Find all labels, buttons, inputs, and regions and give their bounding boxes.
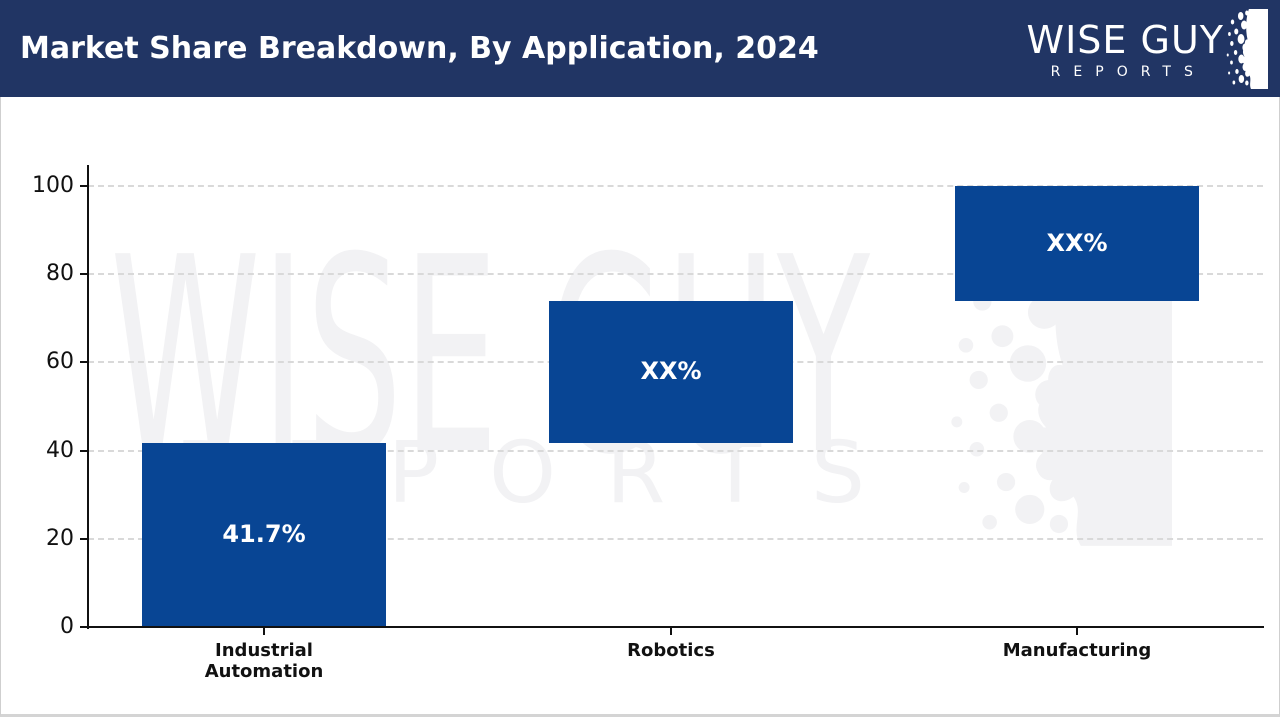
bar-robotics: XX% [549, 301, 793, 443]
y-tick-100 [80, 185, 88, 187]
bar-value-label-manufacturing: XX% [1046, 228, 1108, 257]
y-tick-label-40: 40 [46, 438, 74, 463]
wise-guy-reports-logo: WISE GUY REPORTS [1027, 7, 1268, 91]
x-category-label-robotics: Robotics [627, 640, 715, 661]
y-tick-label-20: 20 [46, 526, 74, 551]
bar-value-label-industrial-automation: 41.7% [222, 519, 306, 548]
logo-tagline: REPORTS [1050, 63, 1206, 80]
bar-manufacturing: XX% [955, 186, 1199, 301]
bar-value-label-robotics: XX% [640, 356, 702, 385]
gridline-40 [88, 450, 1263, 452]
y-tick-label-0: 0 [60, 614, 74, 639]
y-tick-80 [80, 273, 88, 275]
y-axis-line [87, 165, 89, 629]
header-bar: Market Share Breakdown, By Application, … [0, 0, 1280, 97]
logo-name: WISE GUY [1026, 17, 1224, 62]
bar-industrial-automation: 41.7% [142, 443, 386, 627]
y-tick-label-100: 100 [32, 173, 74, 198]
x-tick-industrial-automation [263, 627, 265, 635]
x-category-label-manufacturing: Manufacturing [1002, 640, 1152, 661]
logo-text: WISE GUY REPORTS [1027, 18, 1224, 81]
y-tick-label-80: 80 [46, 261, 74, 286]
y-tick-label-60: 60 [46, 349, 74, 374]
y-tick-60 [80, 361, 88, 363]
y-tick-20 [80, 538, 88, 540]
gridline-20 [88, 538, 1263, 540]
x-category-label-industrial-automation: Industrial Automation [204, 640, 324, 682]
y-tick-40 [80, 450, 88, 452]
x-tick-manufacturing [1076, 627, 1078, 635]
x-tick-robotics [670, 627, 672, 635]
chart-title: Market Share Breakdown, By Application, … [20, 31, 819, 66]
gridline-80 [88, 273, 1263, 275]
y-tick-0 [80, 626, 88, 628]
gridline-100 [88, 185, 1263, 187]
x-axis-line [87, 626, 1264, 628]
